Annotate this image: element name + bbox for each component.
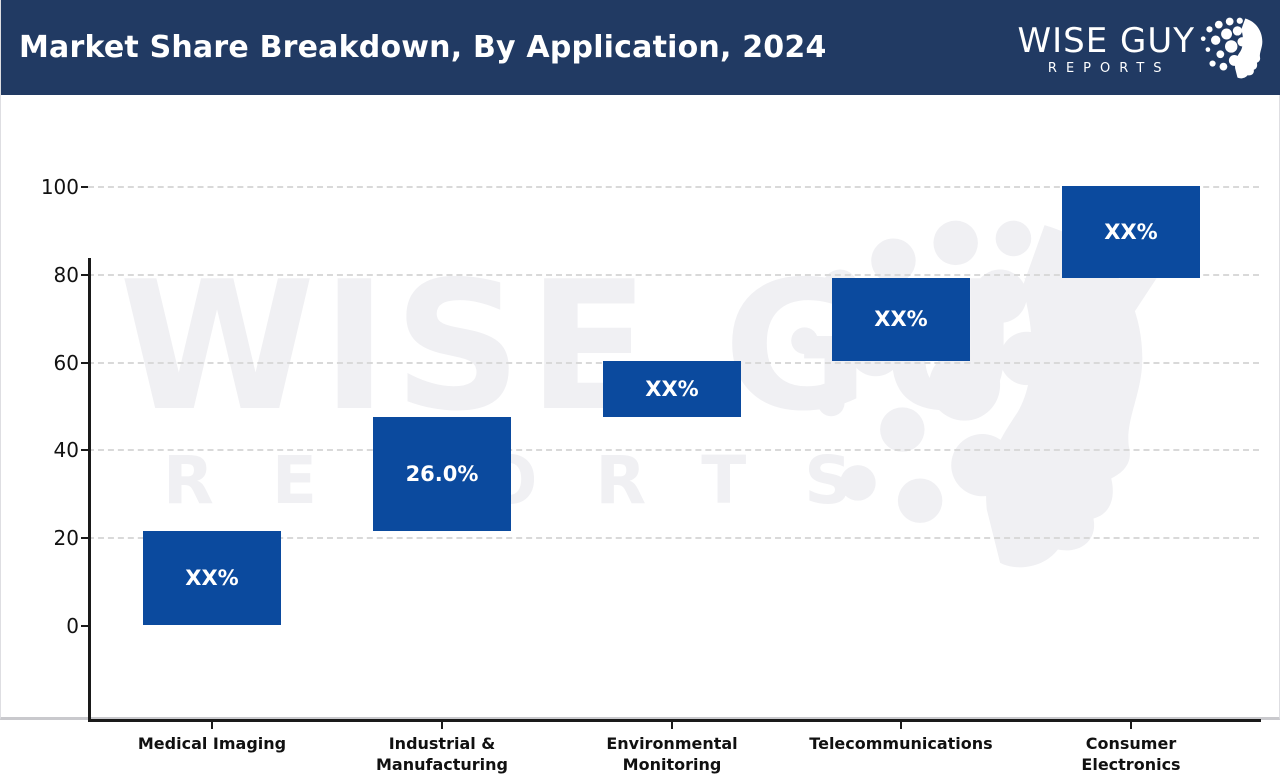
y-tick-mark-60 <box>81 361 88 364</box>
x-tick-mark-2 <box>671 722 673 729</box>
y-tick-label-100: 100 <box>40 175 79 199</box>
category-label-line: Environmental <box>606 734 738 753</box>
gridline-y20 <box>88 537 1259 540</box>
x-tick-mark-3 <box>900 722 902 729</box>
category-label-line: Consumer <box>1085 734 1177 753</box>
y-tick-label-0: 0 <box>66 614 79 638</box>
bar-segment-4[interactable]: XX% <box>1062 186 1200 279</box>
bar-segment-3[interactable]: XX% <box>832 278 970 361</box>
bar-segment-1[interactable]: 26.0% <box>373 416 511 532</box>
y-tick-label-40: 40 <box>53 438 79 463</box>
x-tick-mark-1 <box>441 722 443 729</box>
category-label-line: Manufacturing <box>376 755 508 774</box>
category-label-0: Medical Imaging <box>92 733 332 754</box>
gridline-y80 <box>88 273 1259 276</box>
y-tick-label-80: 80 <box>53 262 79 287</box>
category-label-2: Environmental Monitoring <box>552 733 792 775</box>
category-label-line: Medical Imaging <box>137 734 287 753</box>
brand-logo: WISE GUY REPORTS <box>1017 8 1267 88</box>
gridline-y100 <box>88 186 1259 188</box>
category-label-1: Industrial & Manufacturing <box>322 733 562 775</box>
bar-value-label: XX% <box>874 307 928 332</box>
y-tick-mark-100 <box>81 186 88 188</box>
y-tick-mark-20 <box>81 537 88 540</box>
y-tick-mark-80 <box>81 273 88 276</box>
bar-value-label: 26.0% <box>405 461 479 486</box>
header-banner: Market Share Breakdown, By Application, … <box>1 0 1280 95</box>
bar-segment-2[interactable]: XX% <box>603 360 741 417</box>
brand-subname: REPORTS <box>1047 60 1171 76</box>
gridline-y40 <box>88 449 1259 452</box>
y-tick-mark-40 <box>81 449 88 452</box>
category-label-3: Telecommunications <box>781 733 1021 754</box>
category-label-line: Electronics <box>1081 755 1181 774</box>
brand-name: WISE GUY <box>1017 20 1195 61</box>
y-axis-line <box>88 258 91 721</box>
chart-title: Market Share Breakdown, By Application, … <box>19 30 827 65</box>
bar-value-label: XX% <box>1104 220 1158 245</box>
category-label-line: Industrial & <box>388 734 496 753</box>
x-tick-mark-0 <box>211 722 213 729</box>
bar-value-label: XX% <box>185 566 239 591</box>
brand-face-icon <box>1200 17 1263 78</box>
x-tick-mark-4 <box>1130 722 1132 729</box>
y-tick-label-20: 20 <box>53 526 79 551</box>
x-axis-line <box>88 719 1261 722</box>
bar-value-label: XX% <box>645 376 699 401</box>
category-label-4: Consumer Electronics <box>1011 733 1251 775</box>
bar-segment-0[interactable]: XX% <box>143 531 281 625</box>
brand-logo-text: WISE GUY REPORTS <box>1017 24 1195 76</box>
y-tick-label-60: 60 <box>53 350 79 375</box>
chart-plot-area: 0 20 40 60 80 100 XX% 26.0% XX% XX% XX% Medical I… <box>1 95 1280 774</box>
y-tick-mark-0 <box>81 625 88 627</box>
category-label-line: Monitoring <box>622 755 722 774</box>
category-label-line: Telecommunications <box>809 734 993 753</box>
